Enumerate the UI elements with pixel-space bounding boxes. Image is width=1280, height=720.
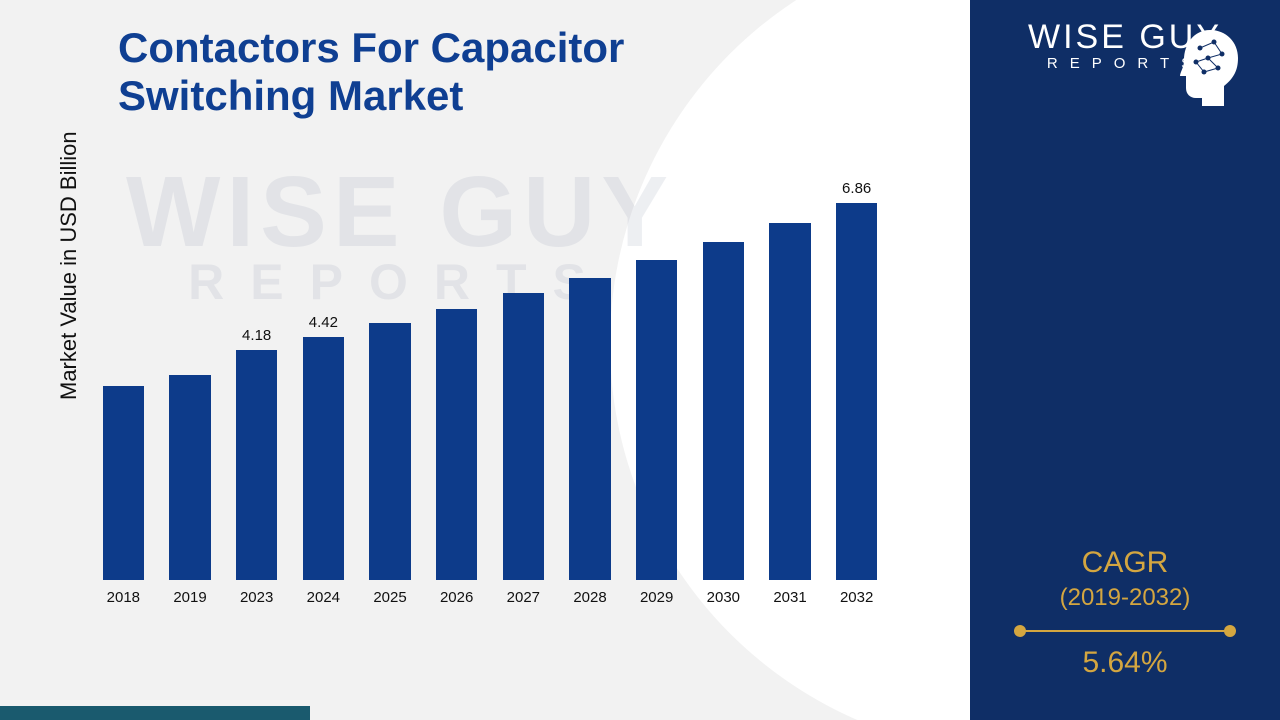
cagr-period: (2019-2032) [1000, 584, 1250, 612]
bar-value-label: 4.42 [309, 314, 338, 331]
brand-logo: WISE GUY REPORTS [1000, 18, 1250, 72]
bar [769, 223, 810, 580]
bar [169, 375, 210, 580]
bar [503, 293, 544, 580]
head-icon [1180, 28, 1240, 106]
cagr-value: 5.64% [1000, 646, 1250, 680]
bar [103, 386, 144, 580]
x-tick-label: 2032 [840, 589, 873, 606]
bar [703, 242, 744, 580]
chart-frame: Contactors For Capacitor Switching Marke… [0, 0, 1280, 720]
bar [636, 260, 677, 580]
x-tick-label: 2019 [173, 589, 206, 606]
cagr-label: CAGR [1000, 546, 1250, 580]
chart-title: Contactors For Capacitor Switching Marke… [118, 24, 758, 121]
x-tick-label: 2023 [240, 589, 273, 606]
plot-area: 2018201920234.1820244.422025202620272028… [90, 140, 890, 580]
bar-value-label: 4.18 [242, 327, 271, 344]
bar [836, 203, 877, 580]
bottom-accent-bar [0, 706, 310, 720]
bar-chart: 2018 2019 2023 4.18 2024 4.42 2025 2026 2027 2028… [90, 140, 890, 610]
x-tick-label: 2026 [440, 589, 473, 606]
cagr-panel: CAGR (2019-2032) 5.64% [1000, 546, 1250, 680]
bar [369, 323, 410, 580]
x-tick-label: 2028 [573, 589, 606, 606]
bar-value-label: 6.86 [842, 180, 871, 197]
bar [303, 337, 344, 580]
x-tick-label: 2030 [707, 589, 740, 606]
x-tick-label: 2029 [640, 589, 673, 606]
cagr-divider [1020, 630, 1230, 632]
bar [569, 278, 610, 581]
bar [436, 309, 477, 580]
x-tick-label: 2027 [507, 589, 540, 606]
x-tick-label: 2025 [373, 589, 406, 606]
bar [236, 350, 277, 580]
x-tick-label: 2018 [107, 589, 140, 606]
x-tick-label: 2031 [773, 589, 806, 606]
x-tick-label: 2024 [307, 589, 340, 606]
y-axis-label: Market Value in USD Billion [56, 131, 82, 400]
